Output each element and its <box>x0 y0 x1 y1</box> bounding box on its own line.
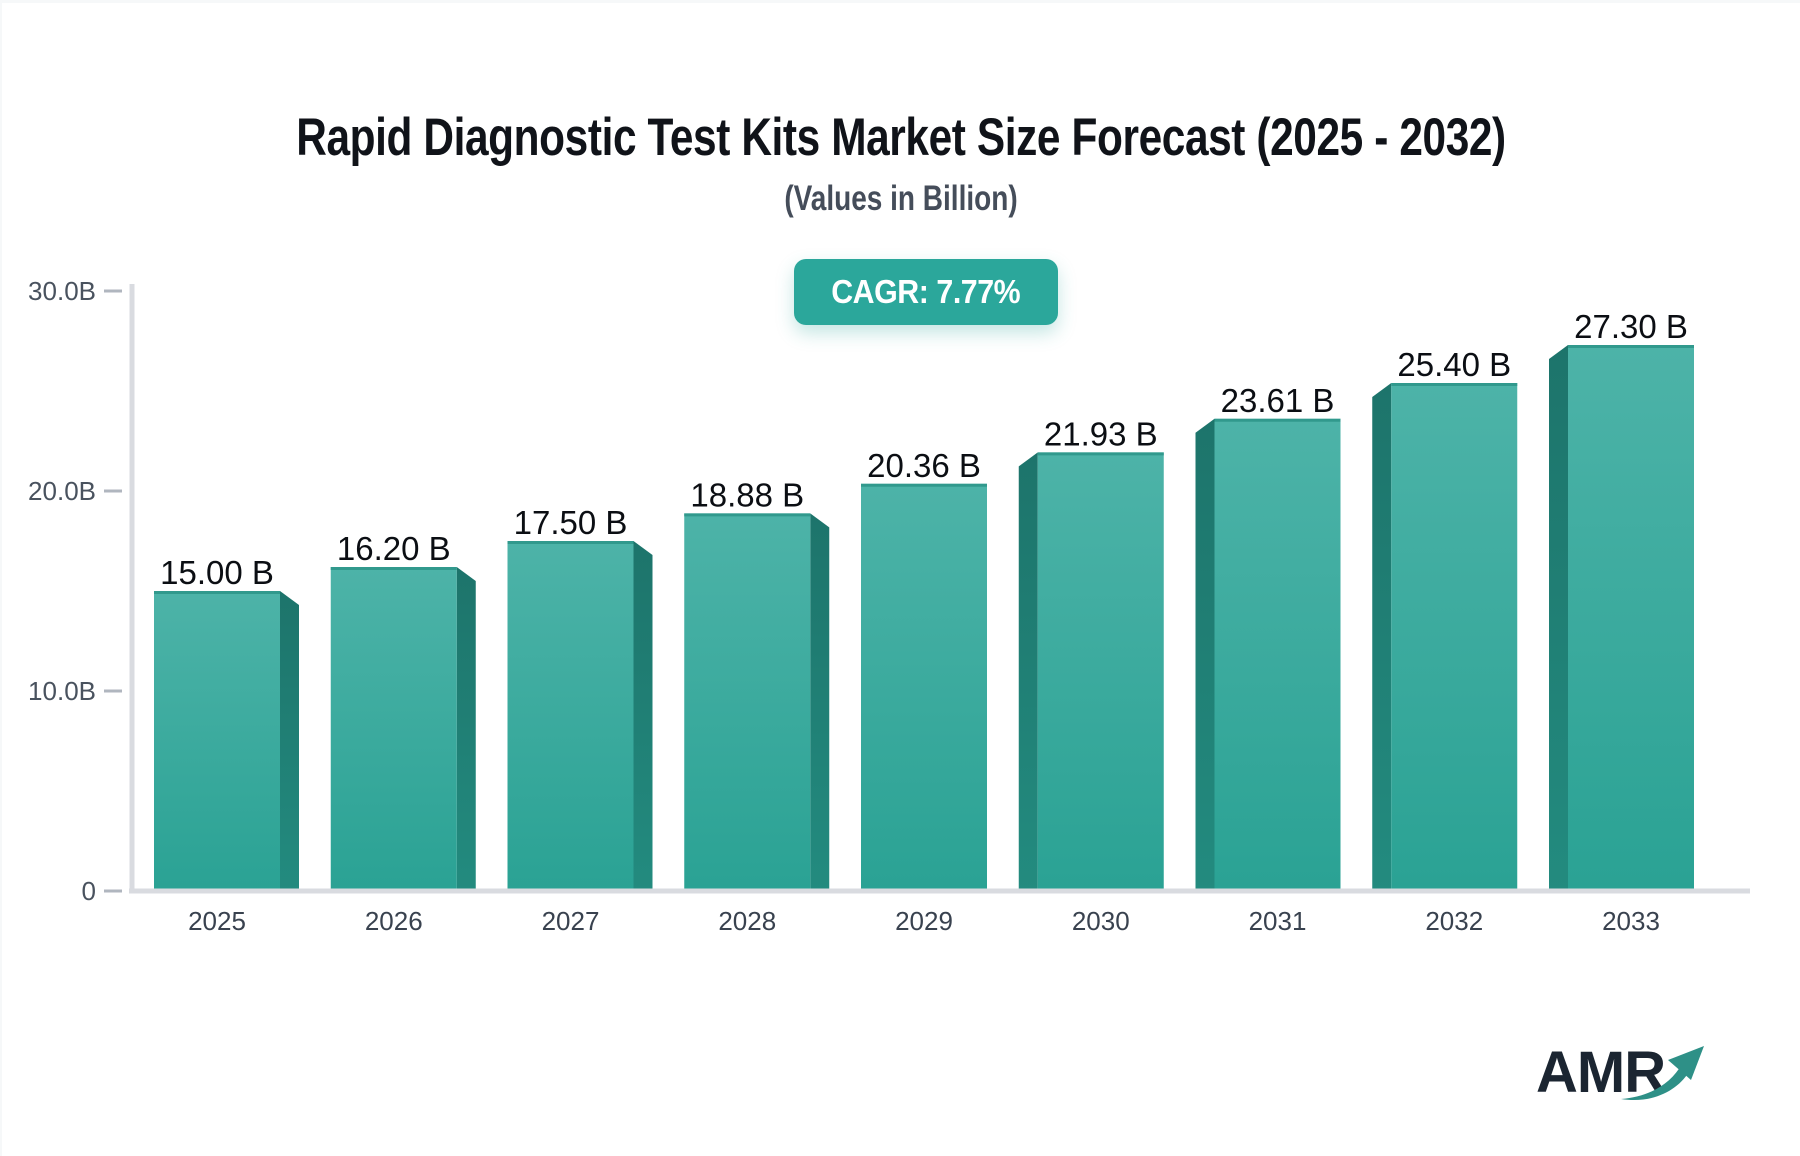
x-axis-label: 2030 <box>1072 906 1130 936</box>
y-axis-tick-label: 20.0B <box>28 476 96 506</box>
market-forecast-bar-chart: 30.0B 20.0B 10.0B 0 15.00 B 2025 16.20 B 2026 17… <box>28 276 1750 936</box>
bar-group-2028: 18.88 B 2028 <box>684 476 830 936</box>
bar-value-label: 25.40 B <box>1397 346 1511 383</box>
bar-value-label: 23.61 B <box>1221 382 1335 419</box>
bar-value-label: 20.36 B <box>867 447 981 484</box>
bar-group-2027: 17.50 B 2027 <box>507 504 653 936</box>
y-axis-tick-label: 0 <box>82 876 96 906</box>
bar-side-face <box>1372 383 1392 892</box>
bar-side-face <box>810 513 830 892</box>
bar-side-face <box>1195 418 1215 892</box>
bar-side-face <box>1018 452 1038 892</box>
bar-front-face <box>330 567 457 892</box>
bar-front-face <box>507 541 634 892</box>
bar-group-2026: 16.20 B 2026 <box>330 530 476 936</box>
bar-front-face <box>861 483 987 892</box>
bar-group-2025: 15.00 B 2025 <box>154 554 299 936</box>
cagr-badge: CAGR: 7.77% <box>794 259 1058 325</box>
bar-group-2031: 23.61 B 2031 <box>1195 382 1341 936</box>
x-axis-label: 2025 <box>188 906 246 936</box>
chart-title: Rapid Diagnostic Test Kits Market Size F… <box>296 108 1506 167</box>
bar-front-face <box>684 513 811 892</box>
bar-group-2033: 27.30 B 2033 <box>1549 308 1694 936</box>
x-axis-label: 2027 <box>542 906 600 936</box>
bar-front-face <box>1037 452 1164 892</box>
cagr-badge-label: CAGR: 7.77% <box>831 273 1021 310</box>
bar-group-2032: 25.40 B 2032 <box>1372 346 1518 936</box>
bar-front-face <box>1391 383 1518 892</box>
bar-side-face <box>280 591 299 892</box>
bar-value-label: 27.30 B <box>1574 308 1688 345</box>
bar-side-face <box>456 567 476 892</box>
bar-side-face <box>633 541 653 892</box>
bar-value-label: 16.20 B <box>337 530 451 567</box>
x-axis-label: 2028 <box>718 906 776 936</box>
bar-value-label: 17.50 B <box>514 504 628 541</box>
y-axis-tick-label: 30.0B <box>28 276 96 306</box>
bar-value-label: 18.88 B <box>690 476 804 513</box>
bar-front-face <box>1568 345 1694 892</box>
bar-front-face <box>1214 418 1341 892</box>
bar-group-2029: 20.36 B 2029 <box>861 447 987 936</box>
x-axis-label: 2029 <box>895 906 953 936</box>
chart-subtitle: (Values in Billion) <box>784 179 1018 218</box>
bar-front-face <box>154 591 280 892</box>
bar-side-face <box>1549 345 1568 892</box>
amr-logo-text: AMR <box>1536 1040 1666 1105</box>
bar-group-2030: 21.93 B 2030 <box>1018 415 1164 936</box>
x-axis-label: 2031 <box>1249 906 1307 936</box>
bar-value-label: 15.00 B <box>160 554 274 591</box>
bar-value-label: 21.93 B <box>1044 415 1158 452</box>
trend-up-arrow-icon <box>1621 1046 1704 1101</box>
x-axis-label: 2033 <box>1602 906 1660 936</box>
y-axis-tick-label: 10.0B <box>28 676 96 706</box>
x-axis-label: 2032 <box>1425 906 1483 936</box>
amr-logo: AMR <box>1536 1039 1716 1111</box>
x-axis-label: 2026 <box>365 906 423 936</box>
